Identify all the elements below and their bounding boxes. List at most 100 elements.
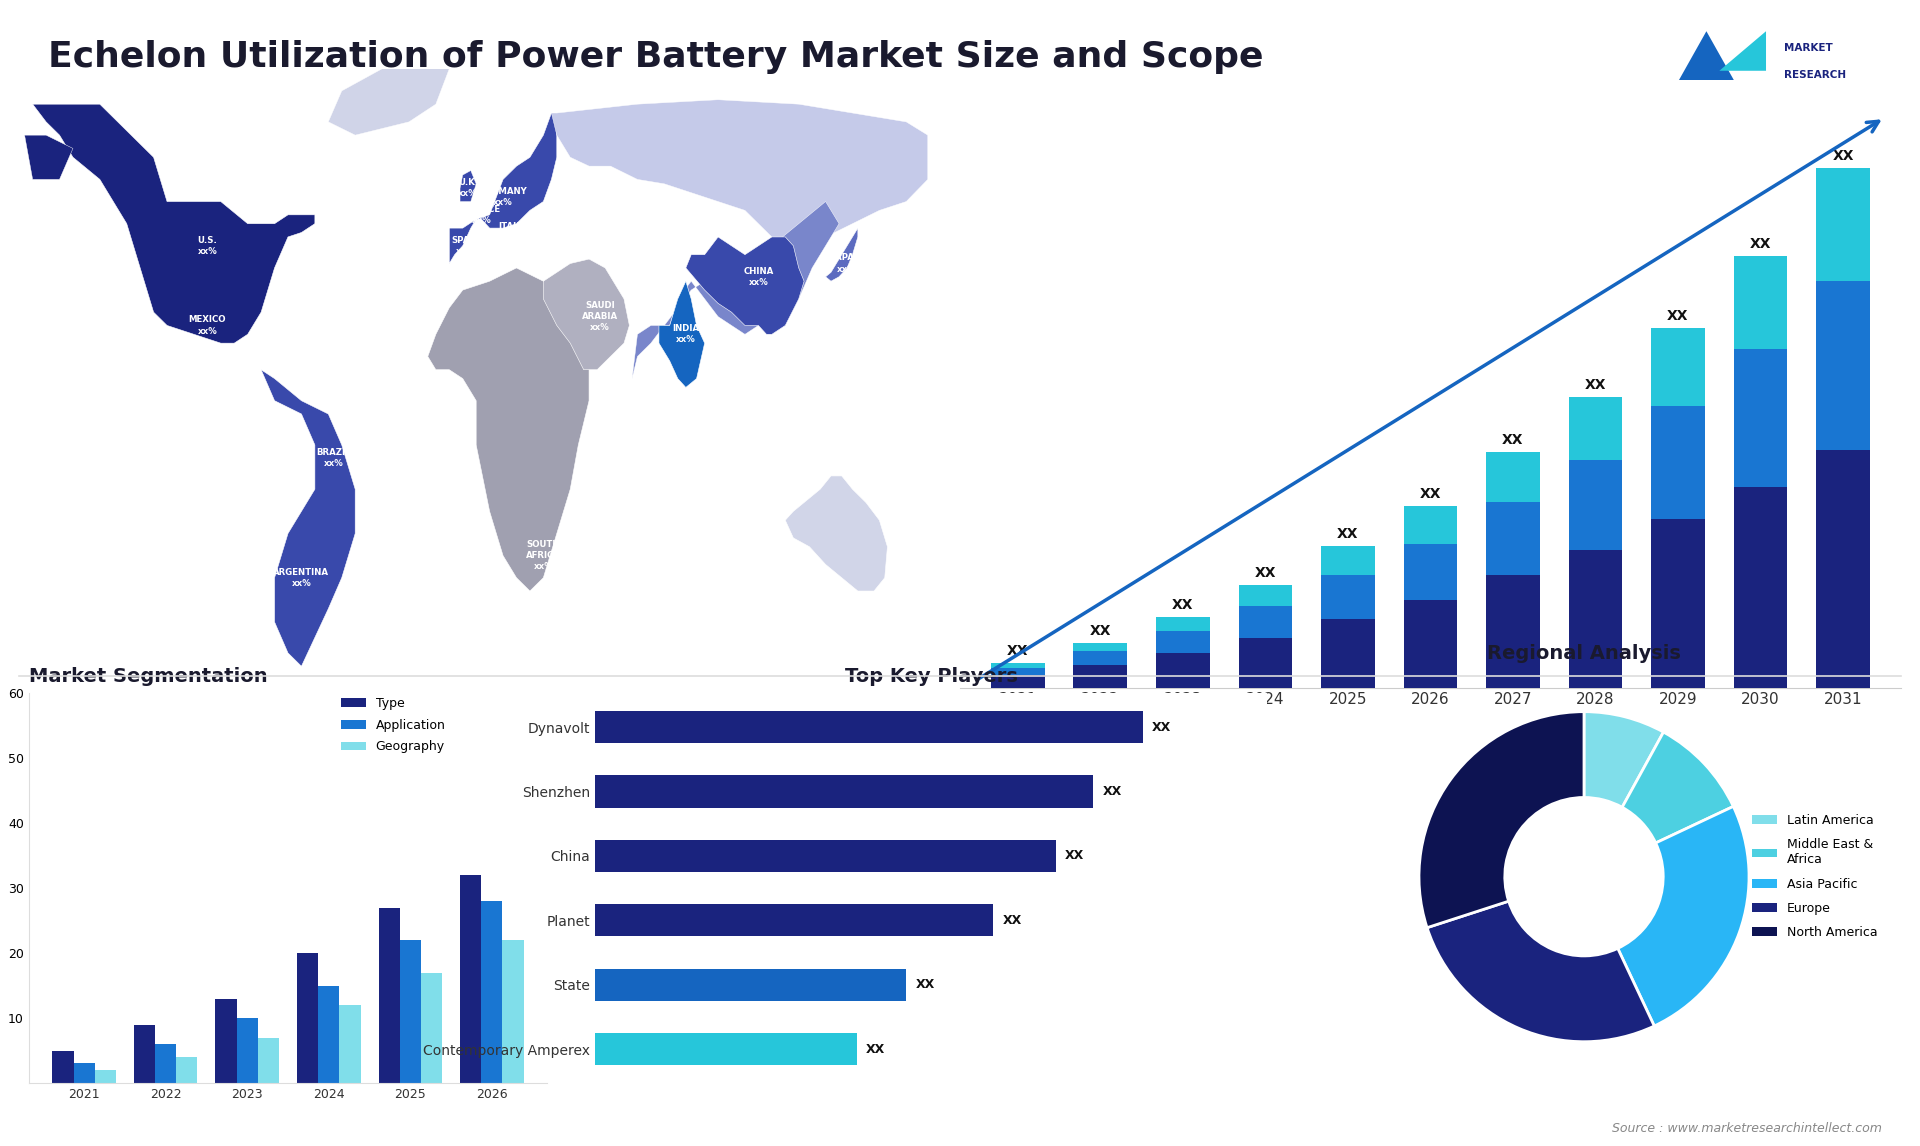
Bar (73, 1063, 94, 1083)
Bar (482, 901, 503, 1083)
Bar (1156, 652, 1210, 688)
Polygon shape (1655, 31, 1759, 124)
Bar (503, 940, 524, 1083)
Bar (94, 1070, 115, 1083)
Polygon shape (261, 370, 355, 666)
Bar (1816, 167, 1870, 281)
Bar (1816, 281, 1870, 449)
Bar (1734, 256, 1788, 350)
Bar (1651, 328, 1705, 406)
Text: XX: XX (1006, 644, 1029, 658)
Bar (991, 675, 1044, 688)
Text: MEXICO
xx%: MEXICO xx% (188, 315, 227, 336)
Wedge shape (1619, 807, 1749, 1026)
Polygon shape (551, 100, 927, 245)
Polygon shape (632, 202, 839, 378)
Text: ITALY
xx%: ITALY xx% (499, 222, 524, 243)
Polygon shape (461, 171, 476, 202)
Text: SAUDI
ARABIA
xx%: SAUDI ARABIA xx% (582, 301, 618, 332)
Text: RESEARCH: RESEARCH (1784, 70, 1847, 80)
Text: MARKET: MARKET (1784, 44, 1834, 54)
Text: XX: XX (1749, 236, 1772, 251)
Bar (1156, 618, 1210, 631)
Bar (1156, 631, 1210, 652)
Bar (1073, 643, 1127, 651)
Bar (991, 662, 1044, 668)
Bar (1569, 460, 1622, 550)
Bar (340, 1005, 361, 1083)
Text: GERMANY
xx%: GERMANY xx% (480, 187, 526, 207)
Bar (298, 953, 319, 1083)
Polygon shape (785, 476, 887, 591)
Legend: Type, Application, Geography: Type, Application, Geography (336, 692, 451, 759)
Text: XX: XX (1501, 433, 1524, 447)
Bar (595, 776, 1092, 808)
Bar (595, 711, 1142, 744)
Text: CANADA
xx%: CANADA xx% (186, 156, 228, 176)
Bar (215, 998, 236, 1083)
Text: XX: XX (1089, 623, 1112, 637)
Text: INTELLECT: INTELLECT (1784, 96, 1847, 107)
Text: XX: XX (1667, 309, 1690, 323)
Text: Source : www.marketresearchintellect.com: Source : www.marketresearchintellect.com (1611, 1122, 1882, 1135)
Bar (1569, 397, 1622, 460)
Bar (156, 1044, 177, 1083)
Bar (319, 986, 340, 1083)
Bar (1651, 406, 1705, 518)
Polygon shape (543, 259, 630, 370)
Text: Echelon Utilization of Power Battery Market Size and Scope: Echelon Utilization of Power Battery Mar… (48, 40, 1263, 74)
Text: U.K.
xx%: U.K. xx% (459, 179, 478, 198)
Polygon shape (659, 281, 705, 387)
Bar (1238, 606, 1292, 637)
Bar (399, 940, 420, 1083)
Text: Market Segmentation: Market Segmentation (29, 667, 267, 686)
Bar (461, 876, 482, 1083)
Text: XX: XX (1102, 785, 1121, 798)
Text: XX: XX (1066, 849, 1085, 863)
Text: XX: XX (1584, 378, 1607, 392)
Bar (1073, 665, 1127, 688)
Polygon shape (826, 228, 858, 281)
Bar (236, 1018, 257, 1083)
Polygon shape (449, 113, 557, 264)
Text: XX: XX (1171, 598, 1194, 612)
Bar (1816, 449, 1870, 688)
Polygon shape (25, 135, 73, 180)
Bar (177, 1057, 198, 1083)
Bar (1238, 637, 1292, 688)
Polygon shape (685, 237, 804, 335)
Wedge shape (1427, 901, 1655, 1042)
Bar (1486, 502, 1540, 575)
Wedge shape (1622, 732, 1734, 843)
Bar (1569, 550, 1622, 688)
Polygon shape (328, 60, 449, 135)
Bar (595, 904, 993, 936)
Bar (1321, 547, 1375, 575)
Title: Regional Analysis: Regional Analysis (1488, 644, 1680, 664)
Bar (1404, 507, 1457, 543)
Text: XX: XX (1002, 913, 1021, 927)
Polygon shape (33, 104, 315, 343)
Bar (595, 840, 1056, 872)
Bar (257, 1037, 278, 1083)
Text: INDIA
xx%: INDIA xx% (672, 324, 699, 344)
Bar (1651, 518, 1705, 688)
Polygon shape (428, 268, 589, 591)
Text: JAPAN
xx%: JAPAN xx% (833, 253, 862, 274)
Polygon shape (1720, 31, 1766, 71)
Text: XX: XX (1152, 721, 1171, 733)
Text: U.S.
xx%: U.S. xx% (198, 236, 217, 256)
Bar (595, 968, 906, 1000)
Text: XX: XX (1832, 149, 1855, 163)
Bar (1486, 575, 1540, 688)
Bar (1404, 601, 1457, 688)
Bar (52, 1051, 73, 1083)
Bar (595, 1033, 856, 1066)
Text: XX: XX (1254, 566, 1277, 580)
Text: SPAIN
xx%: SPAIN xx% (451, 236, 480, 256)
Bar (1404, 543, 1457, 601)
Bar (1073, 651, 1127, 665)
Title: Top Key Players: Top Key Players (845, 667, 1018, 686)
Bar (1486, 453, 1540, 502)
Bar (991, 668, 1044, 675)
